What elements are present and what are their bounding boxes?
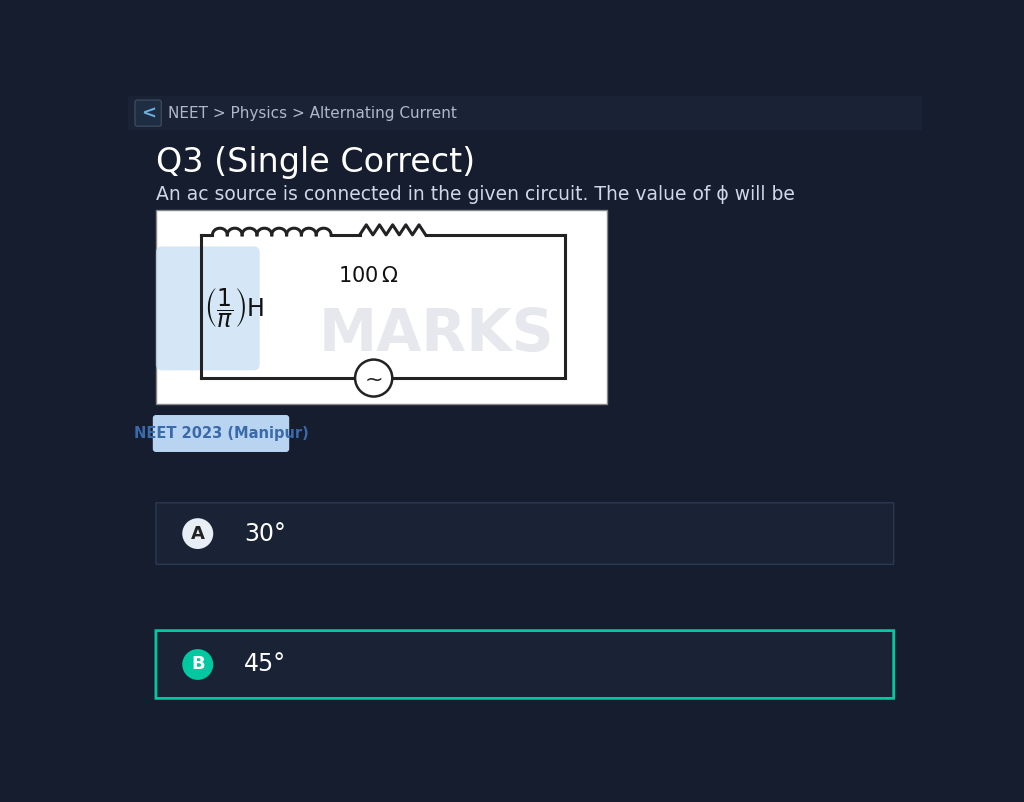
Text: NEET 2023 (Manipur): NEET 2023 (Manipur): [133, 426, 308, 441]
Text: 45°: 45°: [245, 653, 287, 677]
Text: ~: ~: [365, 370, 383, 390]
Text: An ac source is connected in the given circuit. The value of ϕ will be: An ac source is connected in the given c…: [156, 185, 795, 205]
Text: $\left(\dfrac{1}{\pi}\right)\mathrm{H}$: $\left(\dfrac{1}{\pi}\right)\mathrm{H}$: [204, 287, 264, 330]
FancyBboxPatch shape: [156, 246, 260, 371]
Text: B: B: [190, 655, 205, 674]
Circle shape: [355, 359, 392, 396]
FancyBboxPatch shape: [128, 96, 922, 130]
FancyBboxPatch shape: [156, 210, 607, 404]
Text: NEET > Physics > Alternating Current: NEET > Physics > Alternating Current: [168, 106, 457, 120]
Text: <: <: [140, 104, 156, 122]
Text: 30°: 30°: [245, 521, 286, 545]
Text: A: A: [190, 525, 205, 543]
Circle shape: [182, 518, 213, 549]
FancyBboxPatch shape: [156, 503, 894, 565]
FancyBboxPatch shape: [135, 100, 162, 126]
Text: $100\,\Omega$: $100\,\Omega$: [338, 265, 398, 286]
Text: Q3 (Single Correct): Q3 (Single Correct): [156, 146, 475, 179]
Circle shape: [182, 649, 213, 680]
FancyBboxPatch shape: [153, 415, 289, 452]
FancyBboxPatch shape: [156, 630, 894, 699]
Text: MARKS: MARKS: [318, 306, 554, 363]
